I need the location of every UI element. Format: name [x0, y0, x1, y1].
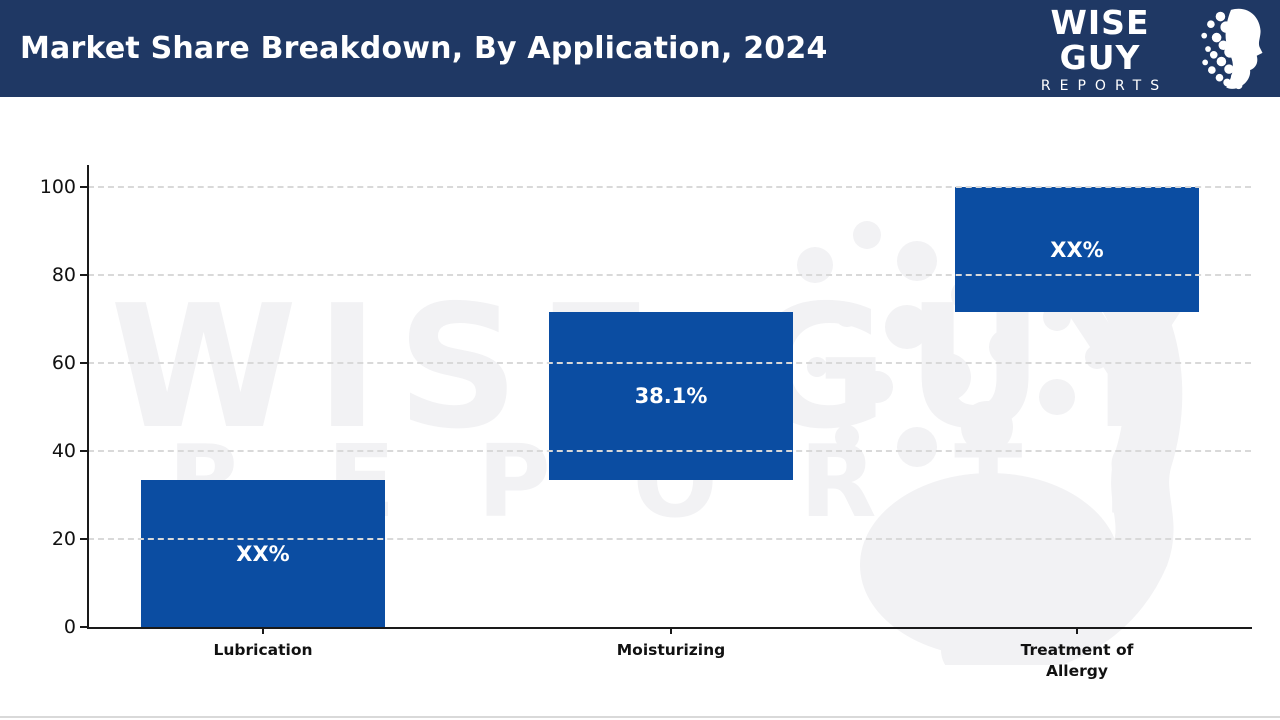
logo-reports-text: REPORTS	[1040, 77, 1169, 94]
x-axis-category-label: Moisturizing	[616, 641, 726, 659]
gridline	[88, 186, 1251, 188]
y-axis-tick	[80, 186, 88, 188]
y-axis-tick-label: 20	[51, 528, 76, 550]
chart-plot-area: 0 20 40 60 80 100 XX% 38.1% XX% Lubrication Moistu…	[0, 97, 1280, 720]
bar-value-label: XX%	[1050, 237, 1104, 262]
x-axis-line	[87, 627, 1252, 629]
y-axis-tick	[80, 274, 88, 276]
y-axis-tick	[80, 450, 88, 452]
y-axis-tick-label: 0	[63, 616, 76, 638]
page-title: Market Share Breakdown, By Application, …	[20, 31, 828, 66]
x-axis-tick	[1076, 627, 1078, 634]
bar-value-label: XX%	[236, 541, 290, 566]
y-axis-tick-label: 40	[51, 440, 76, 462]
y-axis-tick-label: 100	[39, 176, 76, 198]
logo-wise-guy-text: WISE GUY	[1050, 3, 1150, 77]
market-share-bar	[955, 187, 1199, 313]
bottom-hairline	[0, 716, 1280, 718]
logo: WISE GUY REPORTS	[1005, 3, 1270, 94]
y-axis-tick	[80, 626, 88, 628]
gridline	[88, 450, 1251, 452]
market-share-bar	[549, 312, 793, 481]
market-share-bar	[141, 480, 385, 627]
y-axis-line	[87, 165, 89, 629]
logo-face-icon	[1201, 8, 1263, 90]
x-axis-category-label: Lubrication	[213, 641, 313, 659]
x-axis-tick	[262, 627, 264, 634]
x-axis-category-label: Treatment of Allergy	[1020, 641, 1134, 680]
y-axis-tick-label: 80	[51, 264, 76, 286]
y-axis-tick	[80, 538, 88, 540]
gridline	[88, 274, 1251, 276]
bar-value-label: 38.1%	[634, 384, 708, 409]
gridline	[88, 538, 1251, 540]
header-bar: Market Share Breakdown, By Application, …	[0, 0, 1280, 97]
y-axis-tick-label: 60	[51, 352, 76, 374]
y-axis-tick	[80, 362, 88, 364]
logo-text: WISE GUY REPORTS	[1005, 3, 1195, 94]
gridline	[88, 362, 1251, 364]
x-axis-tick	[670, 627, 672, 634]
